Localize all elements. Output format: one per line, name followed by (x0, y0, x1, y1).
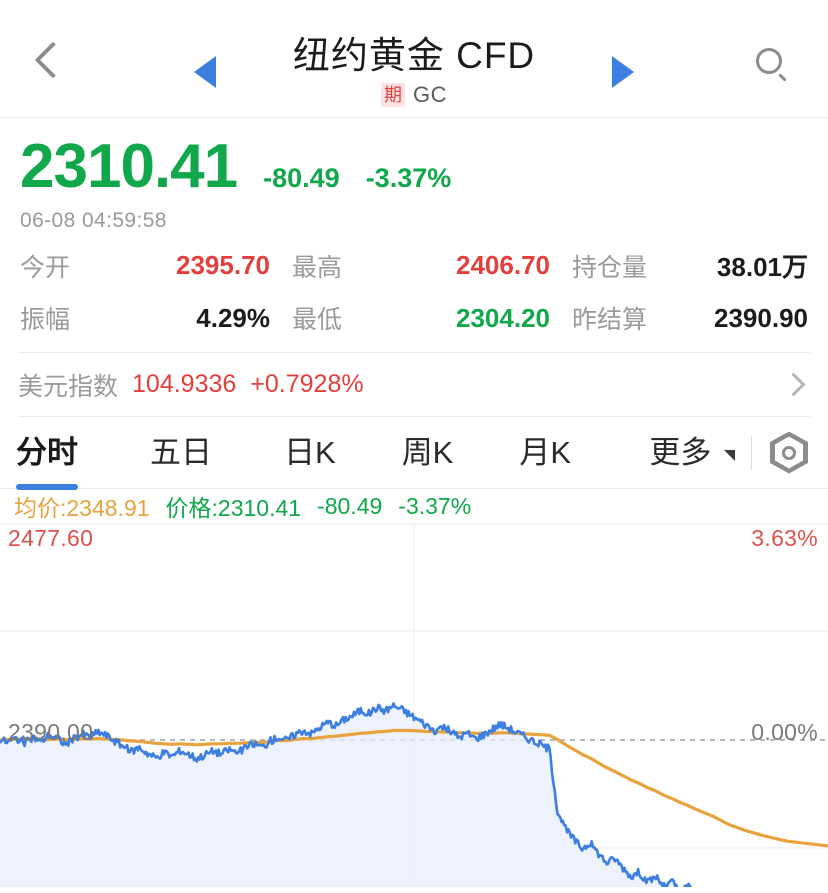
chart-period-tabs: 分时 五日 日K 周K 月K 更多 (0, 417, 828, 490)
tab-five-day-label: 五日 (150, 435, 212, 470)
triangle-left-icon[interactable] (194, 56, 216, 88)
app-header: 纽约黄金 CFD 期 GC (0, 0, 828, 118)
stat-label-high: 最高 (292, 253, 343, 282)
divider (18, 352, 810, 353)
chevron-right-icon[interactable] (781, 372, 806, 397)
price-change: -80.49 (263, 163, 340, 193)
stat-label-openint: 持仓量 (572, 253, 648, 282)
stat-value-open: 2395.70 (176, 250, 270, 280)
stat-value-settle: 2390.90 (714, 302, 808, 333)
tab-monthly-k-label: 月K (519, 435, 572, 470)
quote-summary: 2310.41 -80.49 -3.37% 06-08 04:59:58 (0, 118, 828, 233)
chevron-down-icon (724, 450, 735, 461)
active-tab-underline (16, 484, 78, 490)
dollar-index-row[interactable]: 美元指数 104.9336 +0.7928% (18, 353, 810, 417)
gear-center-dot (782, 445, 796, 460)
legend-change: -80.49 (317, 492, 383, 519)
stat-label-open: 今开 (20, 253, 71, 282)
triangle-right-icon[interactable] (612, 56, 634, 88)
tab-daily-k[interactable]: 日K (284, 427, 336, 478)
search-icon[interactable] (756, 48, 787, 82)
tab-weekly-k[interactable]: 周K (402, 427, 454, 478)
search-handle (778, 73, 787, 82)
stat-value-high: 2406.70 (456, 250, 550, 280)
dollar-index-label: 美元指数 (18, 372, 119, 401)
divider (751, 435, 752, 470)
intraday-chart[interactable]: 2477.60 3.63% 2390.00 0.00% (0, 523, 828, 887)
stat-value-amplitude: 4.29% (196, 302, 270, 333)
quote-main-row: 2310.41 -80.49 -3.37% (20, 136, 808, 198)
page-title: 纽约黄金 CFD (292, 35, 536, 76)
tab-weekly-k-label: 周K (401, 435, 454, 470)
gear-icon[interactable] (770, 431, 808, 474)
header-title-block: 纽约黄金 CFD 期 GC (0, 34, 828, 108)
futures-badge: 期 (381, 83, 405, 107)
header-subtitle: 期 GC (0, 82, 828, 108)
chevron-left-icon[interactable] (34, 41, 72, 79)
legend-price: 价格:2310.41 (165, 495, 302, 521)
tab-monthly-k[interactable]: 月K (519, 427, 571, 478)
dollar-index-value: 104.9336 (132, 370, 237, 398)
quote-timestamp: 06-08 04:59:58 (20, 209, 167, 232)
stat-label-settle: 昨结算 (572, 306, 648, 334)
stat-value-openint: 38.01万 (716, 252, 808, 282)
stat-label-low: 最低 (292, 306, 343, 334)
dollar-index-change: +0.7928% (250, 370, 364, 398)
tab-five-day[interactable]: 五日 (150, 427, 212, 478)
stats-grid: 今开 2395.70 最高 2406.70 持仓量 38.01万 振幅 4.29… (0, 247, 828, 336)
tab-daily-k-label: 日K (284, 435, 336, 470)
ticker-symbol: GC (413, 82, 447, 107)
tab-intraday[interactable]: 分时 (16, 427, 78, 490)
search-circle (756, 48, 782, 74)
legend-change-percent: -3.37% (398, 492, 472, 519)
tab-intraday-label: 分时 (16, 435, 78, 470)
chart-legend: 均价:2348.91 价格:2310.41 -80.49 -3.37% (0, 489, 828, 523)
price-change-percent: -3.37% (365, 163, 452, 193)
tab-more-label: 更多 (649, 435, 712, 470)
stat-value-low: 2304.20 (456, 302, 550, 333)
last-price: 2310.41 (20, 132, 238, 201)
legend-average-price: 均价:2348.91 (14, 495, 150, 521)
tab-more[interactable]: 更多 (649, 427, 735, 478)
chart-canvas (0, 523, 828, 887)
stat-label-amplitude: 振幅 (20, 306, 71, 334)
